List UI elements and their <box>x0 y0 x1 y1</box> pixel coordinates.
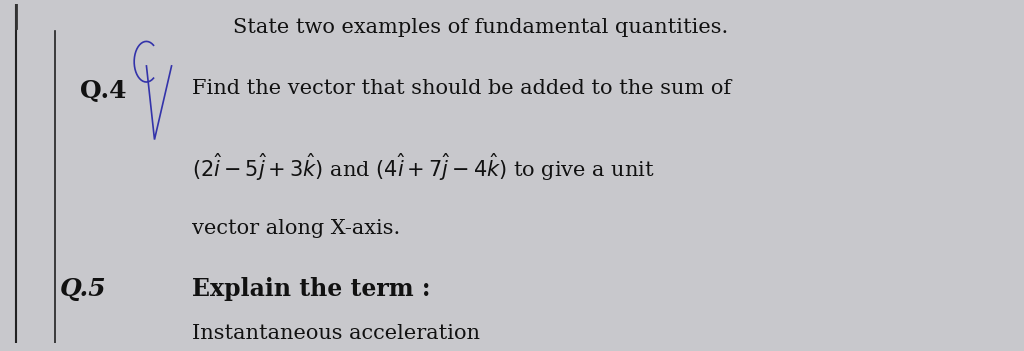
Text: $(2\hat{i} - 5\hat{j}+3\hat{k})$ and $(4\hat{i}+7\hat{j} - 4\hat{k})$ to give a : $(2\hat{i} - 5\hat{j}+3\hat{k})$ and $(4… <box>193 151 654 183</box>
Text: State two examples of fundamental quantities.: State two examples of fundamental quanti… <box>232 18 728 37</box>
Text: Instantaneous acceleration: Instantaneous acceleration <box>193 324 480 343</box>
Text: Q.5: Q.5 <box>60 277 106 301</box>
Text: vector along X-axis.: vector along X-axis. <box>193 219 400 238</box>
Text: Explain the term :: Explain the term : <box>193 277 430 301</box>
Text: Find the vector that should be added to the sum of: Find the vector that should be added to … <box>193 79 731 98</box>
Text: Q.4: Q.4 <box>80 79 127 102</box>
